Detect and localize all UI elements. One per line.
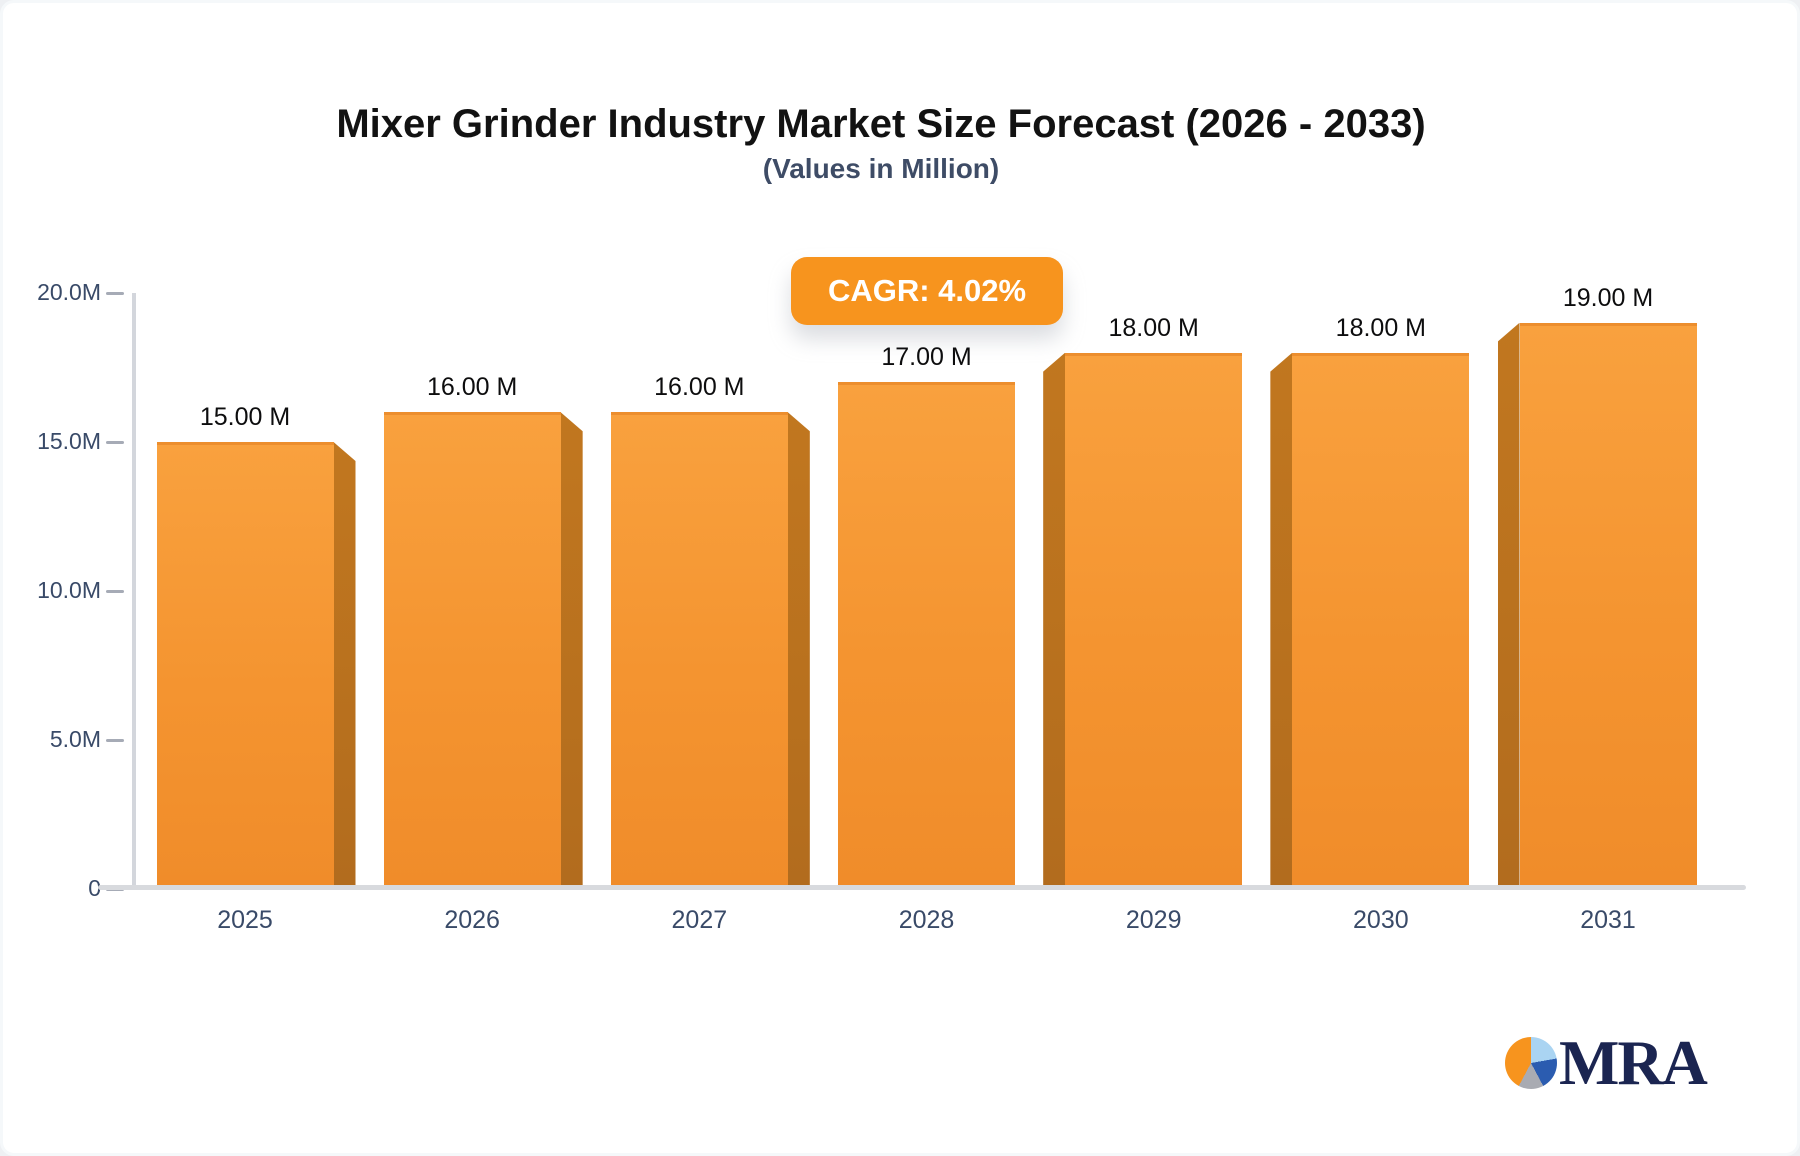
- y-axis-tick: [106, 590, 124, 593]
- x-axis-label: 2028: [898, 906, 955, 934]
- bar: [1292, 352, 1470, 889]
- y-axis-tick: [106, 292, 124, 295]
- bar-value-label: 16.00 M: [654, 373, 745, 402]
- bar: [156, 442, 334, 889]
- chart-title: Mixer Grinder Industry Market Size Forec…: [336, 102, 1426, 146]
- y-axis-tick: [106, 739, 124, 742]
- bar-value-label: 19.00 M: [1562, 283, 1654, 312]
- bar: [1065, 352, 1243, 889]
- x-axis-label: 2031: [1580, 906, 1636, 934]
- cagr-badge-label: CAGR: 4.02%: [827, 273, 1027, 308]
- x-axis-label: 2030: [1353, 906, 1409, 934]
- bar-side-3d: [1043, 352, 1066, 889]
- bar-side-3d: [787, 412, 810, 889]
- x-axis-label: 2027: [671, 906, 728, 934]
- bar-value-label: 15.00 M: [199, 403, 291, 431]
- bar-side-3d: [1497, 322, 1520, 889]
- bar-side-3d: [333, 442, 356, 889]
- y-axis-tick-label: 20.0M: [37, 279, 101, 305]
- y-axis-tick-label: 0: [88, 875, 101, 901]
- bar: [610, 412, 788, 889]
- y-axis-tick: [106, 441, 124, 444]
- y-axis-line: [132, 293, 136, 889]
- bar-side-3d: [560, 412, 583, 889]
- bar-value-label: 18.00 M: [1335, 313, 1427, 342]
- mra-logo: MRA: [1505, 1027, 1708, 1098]
- x-axis-label: 2029: [1125, 906, 1182, 934]
- bar-side-3d: [1270, 352, 1293, 889]
- cagr-badge: CAGR: 4.02%: [791, 257, 1063, 325]
- pie-chart-logo-icon: [1505, 1037, 1557, 1089]
- bar-chart-plot-area: 0 5.0M 10.0M 15.0M 20.0M 15.00 M 2025 16.00 M 20…: [3, 3, 1797, 1153]
- y-axis-tick-label: 5.0M: [49, 726, 101, 752]
- chart-subtitle: (Values in Million): [762, 153, 1000, 184]
- bar-value-label: 17.00 M: [881, 343, 972, 372]
- x-axis-line: [98, 885, 1746, 890]
- logo-text: MRA: [1559, 1027, 1708, 1098]
- x-axis-label: 2026: [444, 906, 500, 934]
- bar: [838, 382, 1015, 889]
- bar-value-label: 18.00 M: [1108, 313, 1199, 342]
- x-axis-label: 2025: [217, 906, 273, 934]
- bar: [1519, 322, 1697, 889]
- bar: [383, 412, 561, 889]
- y-axis-tick-label: 15.0M: [37, 428, 101, 454]
- title-block: Mixer Grinder Industry Market Size Forec…: [3, 99, 1759, 189]
- y-axis-tick-label: 10.0M: [37, 577, 101, 603]
- bar-value-label: 16.00 M: [426, 373, 518, 402]
